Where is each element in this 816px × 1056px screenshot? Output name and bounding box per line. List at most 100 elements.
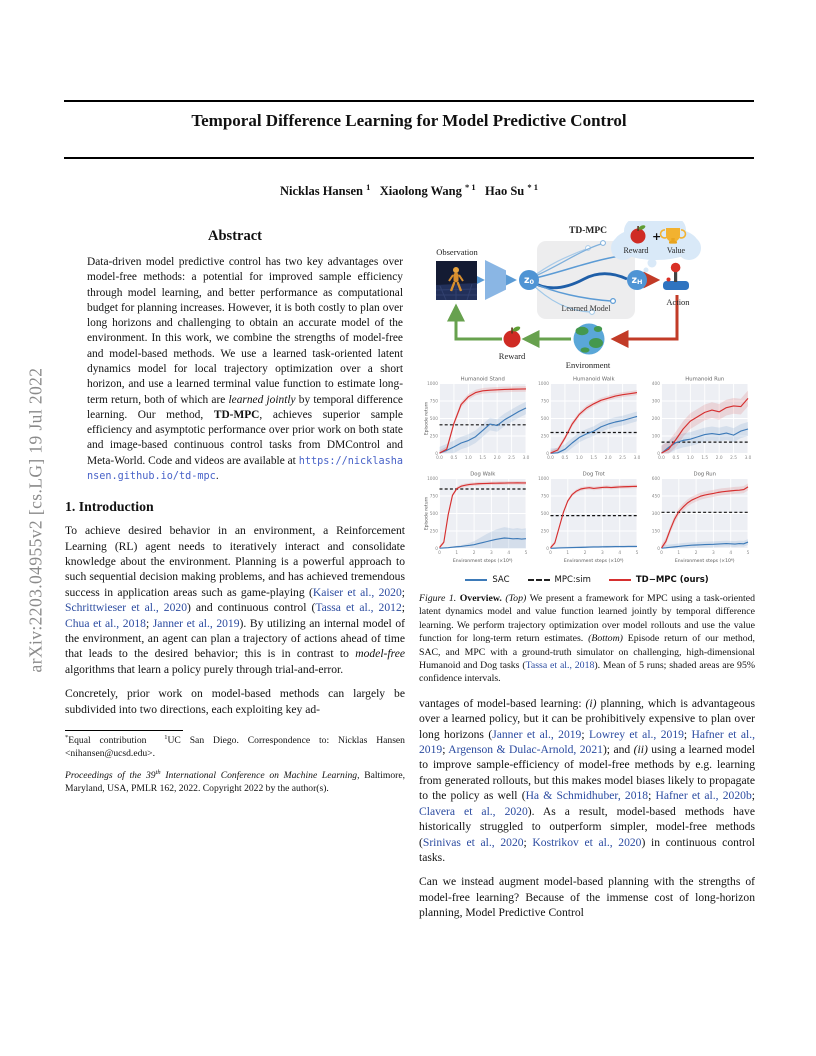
citation-link[interactable]: Kostrikov et al., 2020: [532, 835, 642, 849]
svg-text:0: 0: [546, 546, 549, 552]
svg-text:Dog Run: Dog Run: [693, 471, 716, 477]
citation-link[interactable]: Tassa et al., 2012: [315, 601, 402, 615]
text-segment: ) and continuous control (: [187, 601, 316, 615]
svg-text:4: 4: [507, 550, 510, 556]
svg-text:250: 250: [430, 434, 438, 440]
right-column: +: [419, 221, 755, 930]
text-segment: Hao Su: [475, 184, 528, 199]
text-segment: ;: [683, 727, 692, 741]
svg-text:2.5: 2.5: [508, 455, 515, 461]
citation-link[interactable]: Lowrey et al., 2019: [588, 727, 684, 741]
text-segment: 1: [164, 734, 168, 742]
citation-link[interactable]: Chua et al., 2018: [65, 616, 146, 630]
observation-image: [436, 261, 477, 300]
svg-text:1.5: 1.5: [701, 455, 708, 461]
svg-text:Environment steps (×10⁶): Environment steps (×10⁶): [564, 558, 624, 564]
url-link[interactable]: https://nicklashansen.github.io/td-mpc: [87, 455, 403, 482]
citation-link[interactable]: Hafner et al., 2019: [419, 727, 756, 757]
line-chart: 0 250 500 750 1000 0.0 0.5 1.0 1.5 2.0 2.5 3.0 Human…: [424, 377, 530, 462]
action-label: Action: [666, 297, 690, 307]
section-heading-introduction: 1. Introduction: [65, 499, 154, 515]
svg-text:500: 500: [430, 416, 438, 422]
figure-1-charts: 0 250 500 750 1000 0.0 0.5 1.0 1.5 2.0 2.5 3.0 Human…: [419, 375, 755, 586]
svg-text:1000: 1000: [427, 381, 438, 387]
text-segment: algorithms that learn a policy purely th…: [65, 662, 344, 676]
svg-text:1000: 1000: [538, 476, 549, 482]
abstract-heading: Abstract: [208, 228, 262, 244]
text-segment: TD-MPC: [213, 408, 260, 421]
text-segment: Concretely, prior work on model-based me…: [65, 687, 405, 716]
svg-text:2: 2: [473, 550, 476, 556]
svg-text:Environment steps (×10⁶): Environment steps (×10⁶): [453, 558, 513, 564]
svg-text:0: 0: [438, 550, 441, 556]
svg-text:2: 2: [584, 550, 587, 556]
text-segment: (ii): [633, 743, 648, 757]
text-segment: ;: [145, 616, 153, 630]
chart-humanoid-run: 0 100 200 300 400 0.0 0.5 1.0 1.5 2.0 2.5 3.0 Humano…: [645, 375, 752, 470]
citation-link[interactable]: Clavera et al., 2020: [419, 804, 528, 818]
zh-subscript: H: [637, 278, 643, 286]
text-segment: Data-driven model predictive control has…: [87, 256, 403, 406]
svg-text:3.0: 3.0: [634, 455, 640, 461]
citation-link[interactable]: Argenson & Dulac-Arnold, 2021: [448, 743, 603, 757]
citation-link[interactable]: Srinivas et al., 2020: [422, 835, 524, 849]
citation-link[interactable]: Janner et al., 2019: [492, 727, 582, 741]
reward-label-bottom: Reward: [498, 351, 526, 361]
line-chart: 0 250 500 750 1000 0.0 0.5 1.0 1.5 2.0 2.5 3.0 Human…: [538, 377, 641, 462]
text-segment: (i): [585, 696, 597, 710]
line-chart: 0 150 300 450 600 0 1 2 3 4 5 Dog Run Environment st…: [652, 471, 750, 564]
svg-text:0.5: 0.5: [672, 455, 679, 461]
svg-text:750: 750: [430, 399, 438, 405]
svg-text:600: 600: [652, 476, 660, 482]
svg-text:1.0: 1.0: [576, 455, 583, 461]
action-to-environment-arrow: [610, 295, 679, 348]
svg-text:Environment steps (×10⁶): Environment steps (×10⁶): [675, 558, 735, 564]
svg-text:3.0: 3.0: [745, 455, 751, 461]
svg-text:2.5: 2.5: [619, 455, 626, 461]
text-segment: Can we instead augment model-based plann…: [419, 875, 755, 920]
left-column: Abstract Data-driven model predictive co…: [65, 226, 405, 795]
svg-text:750: 750: [430, 493, 438, 499]
text-segment: th: [155, 769, 161, 777]
svg-text:3: 3: [712, 550, 715, 556]
citation-link[interactable]: Schrittwieser et al., 2020: [65, 601, 187, 615]
figure-1-caption: Figure 1. Overview. (Top) We present a f…: [419, 592, 755, 686]
svg-text:300: 300: [652, 399, 660, 405]
svg-text:500: 500: [541, 511, 549, 517]
legend-item: TD−MPC (ours): [608, 575, 709, 585]
citation-link[interactable]: Hafner et al., 2020b: [655, 789, 752, 803]
observation-label: Observation: [436, 247, 478, 257]
text-segment: UC San Diego. Correspondence to: Nicklas…: [65, 735, 405, 759]
citation-link[interactable]: Janner et al., 2019: [152, 616, 240, 630]
chart-dog-run: 0 150 300 450 600 0 1 2 3 4 5 Dog Run Environment st…: [645, 470, 751, 573]
text-segment: , Baltimore, Maryland, USA, PMLR 162, 20…: [65, 770, 405, 794]
text-segment: We present a framework for MPC using a t…: [419, 593, 755, 645]
svg-text:Humanoid Walk: Humanoid Walk: [573, 377, 615, 383]
text-segment: Equal contribution: [68, 735, 165, 747]
svg-text:1: 1: [566, 550, 569, 556]
svg-text:1: 1: [677, 550, 680, 556]
svg-text:0: 0: [660, 550, 663, 556]
text-segment: *: [65, 734, 69, 742]
text-segment: ). Mean of 5 runs; shaded areas are 95% …: [419, 660, 755, 685]
text-segment: Figure 1.: [419, 593, 457, 604]
text-segment: * 1: [527, 182, 538, 192]
text-segment: ;: [648, 789, 656, 803]
svg-text:2.0: 2.0: [494, 455, 501, 461]
action-joystick-icon: [663, 262, 689, 290]
text-segment: Xiaolong Wang: [370, 184, 465, 199]
svg-text:0.5: 0.5: [561, 455, 568, 461]
svg-text:5: 5: [747, 550, 750, 556]
svg-text:1.0: 1.0: [687, 455, 694, 461]
text-segment: ). As a result, model-based methods have…: [419, 804, 756, 849]
citation-link[interactable]: Tassa et al., 2018: [525, 660, 595, 672]
text-segment: ;: [401, 585, 406, 599]
svg-text:4: 4: [618, 550, 621, 556]
body-paragraph-continuation: vantages of model-based learning: (i) pl…: [419, 696, 755, 865]
citation-link[interactable]: Ha & Schmidhuber, 2018: [525, 789, 649, 803]
citation-link[interactable]: Kaiser et al., 2020: [312, 585, 402, 599]
footnote-rule: [65, 730, 183, 732]
environment-label: Environment: [565, 360, 611, 370]
paper-title: Temporal Difference Learning for Model P…: [191, 111, 627, 130]
